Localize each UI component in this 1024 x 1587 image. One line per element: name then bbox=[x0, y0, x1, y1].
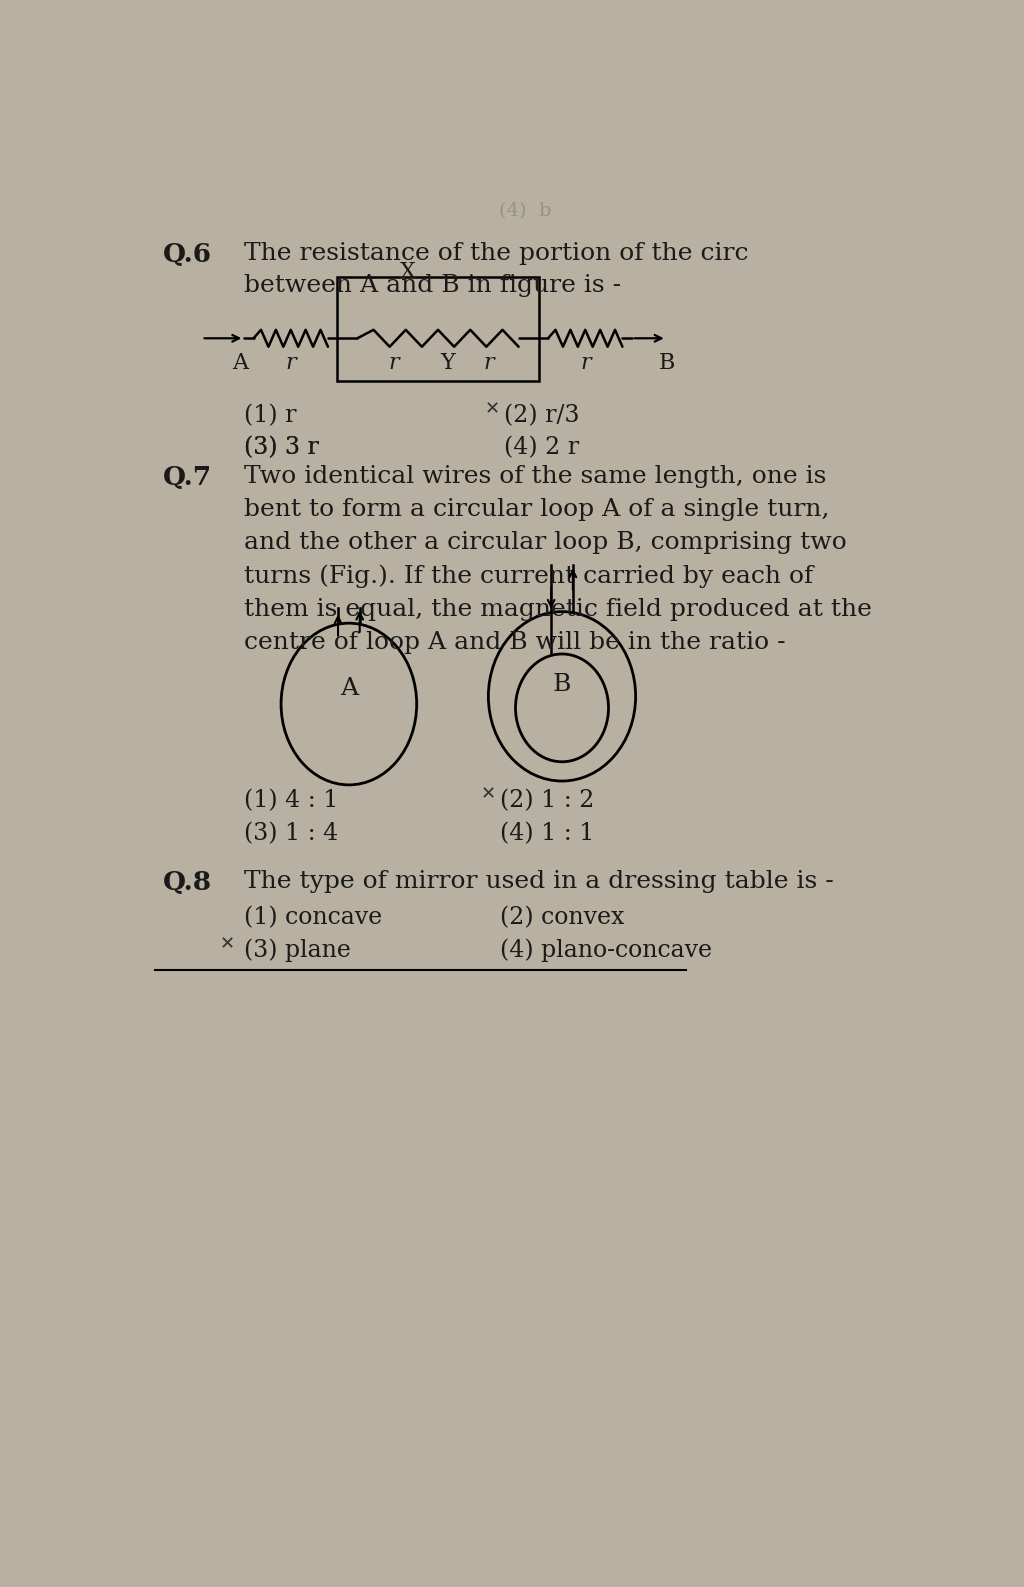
Text: r: r bbox=[286, 352, 296, 375]
Text: Q.8: Q.8 bbox=[163, 870, 212, 895]
Text: B: B bbox=[658, 352, 675, 375]
Text: ✕: ✕ bbox=[485, 400, 500, 419]
Text: r: r bbox=[483, 352, 494, 375]
Text: (1) 4 : 1: (1) 4 : 1 bbox=[245, 789, 339, 811]
Text: (2) r/3: (2) r/3 bbox=[504, 403, 580, 427]
Text: r: r bbox=[388, 352, 399, 375]
Text: (4) plano-concave: (4) plano-concave bbox=[500, 940, 712, 962]
Text: (2) convex: (2) convex bbox=[500, 906, 625, 928]
Text: (4) 2 r: (4) 2 r bbox=[504, 436, 579, 459]
Text: (1) r: (1) r bbox=[245, 403, 297, 427]
Text: (1) concave: (1) concave bbox=[245, 906, 383, 928]
Text: r: r bbox=[580, 352, 591, 375]
Bar bbox=[337, 276, 539, 381]
Text: ✕: ✕ bbox=[220, 935, 234, 954]
Text: (3) 3 r: (3) 3 r bbox=[245, 436, 319, 459]
Text: Two identical wires of the same length, one is
bent to form a circular loop A of: Two identical wires of the same length, … bbox=[245, 465, 872, 654]
Text: A: A bbox=[340, 678, 358, 700]
Text: Y: Y bbox=[440, 352, 456, 375]
Text: (3) 3 r: (3) 3 r bbox=[245, 436, 319, 459]
Text: (2) 1 : 2: (2) 1 : 2 bbox=[500, 789, 594, 811]
Text: between A and B in figure is -: between A and B in figure is - bbox=[245, 275, 622, 297]
Text: The type of mirror used in a dressing table is -: The type of mirror used in a dressing ta… bbox=[245, 870, 834, 892]
Text: (4)  b: (4) b bbox=[499, 202, 551, 221]
Text: ✕: ✕ bbox=[481, 786, 496, 803]
Text: Q.7: Q.7 bbox=[163, 465, 212, 490]
Text: ): ) bbox=[228, 433, 234, 451]
Text: A: A bbox=[232, 352, 249, 375]
Text: X: X bbox=[399, 260, 416, 282]
Text: The resistance of the portion of the circ: The resistance of the portion of the cir… bbox=[245, 243, 749, 265]
Text: Q.6: Q.6 bbox=[163, 243, 212, 267]
Text: (4) 1 : 1: (4) 1 : 1 bbox=[500, 822, 594, 844]
Text: (3) 1 : 4: (3) 1 : 4 bbox=[245, 822, 339, 844]
Text: B: B bbox=[553, 673, 571, 697]
Text: (3) plane: (3) plane bbox=[245, 940, 351, 962]
